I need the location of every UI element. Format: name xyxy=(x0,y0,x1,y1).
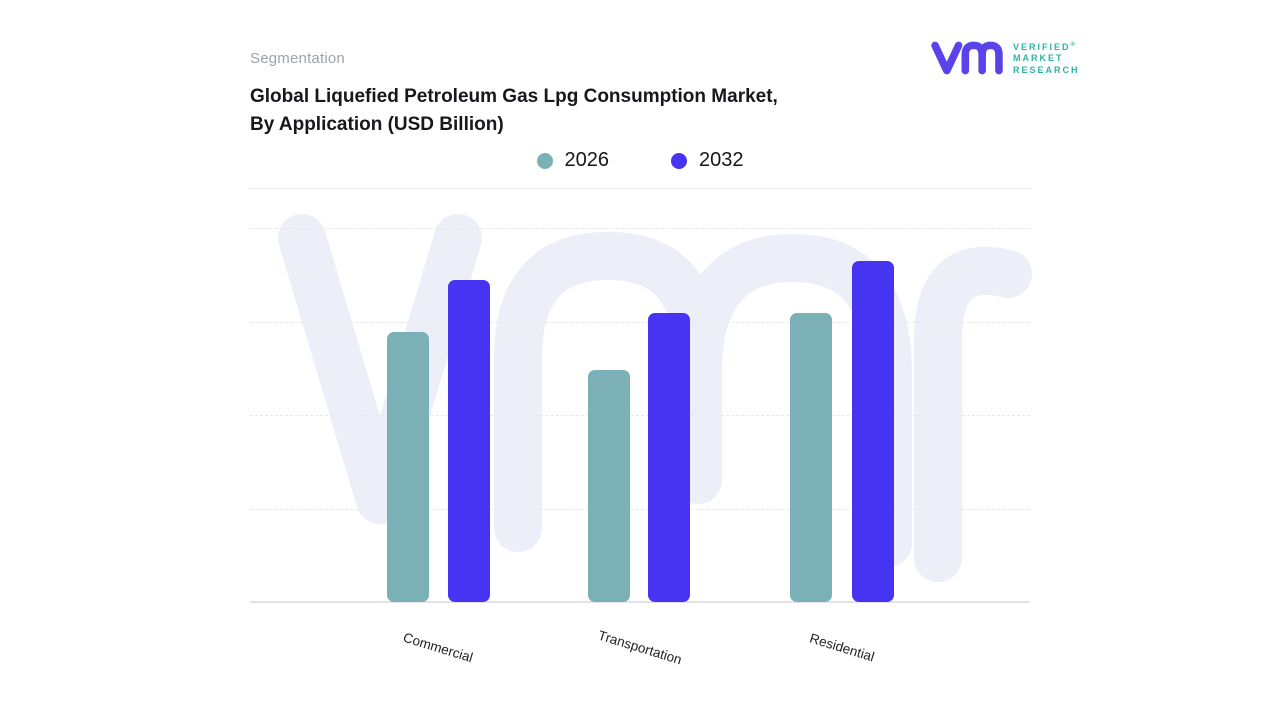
x-label-residential: Residential xyxy=(807,630,877,665)
chart-legend: 2026 2032 xyxy=(250,149,1030,172)
logo-line-research: RESEARCH xyxy=(1013,64,1080,75)
plot-area xyxy=(250,214,1032,603)
x-label-transportation: Transportation xyxy=(596,627,684,668)
vmr-logo-icon xyxy=(931,41,1003,75)
logo-line-verified: VERIFIED xyxy=(1013,41,1071,52)
legend-divider xyxy=(250,188,1030,189)
legend-label-2032: 2032 xyxy=(699,149,744,171)
bar-transportation-2026 xyxy=(588,369,630,602)
x-axis-line xyxy=(250,601,1030,603)
gridline-1 xyxy=(250,228,1030,229)
bar-commercial-2026 xyxy=(387,332,429,602)
legend-item-2032: 2032 xyxy=(671,149,744,172)
chart-title-line2: By Application (USD Billion) xyxy=(250,114,504,135)
chart-title: Global Liquefied Petroleum Gas Lpg Consu… xyxy=(250,83,778,139)
bar-commercial-2032 xyxy=(448,279,490,602)
section-label: Segmentation xyxy=(250,50,345,67)
bar-residential-2032 xyxy=(852,260,894,602)
legend-swatch-2032 xyxy=(671,152,687,169)
gridline-4 xyxy=(250,509,1030,510)
logo-line-market: MARKET xyxy=(1013,53,1064,64)
vmr-watermark-icon xyxy=(278,214,1032,582)
vmr-logo: VERIFIED® MARKET RESEARCH xyxy=(930,38,1080,78)
gridline-2 xyxy=(250,322,1030,323)
chart-title-line1: Global Liquefied Petroleum Gas Lpg Consu… xyxy=(250,86,778,107)
legend-item-2026: 2026 xyxy=(536,149,610,172)
bar-residential-2026 xyxy=(790,313,832,602)
bar-transportation-2032 xyxy=(648,313,690,602)
registered-trademark: ® xyxy=(1070,41,1075,48)
gridline-3 xyxy=(250,415,1030,416)
vmr-logo-text: VERIFIED® MARKET RESEARCH xyxy=(1013,40,1080,77)
legend-label-2026: 2026 xyxy=(564,149,610,171)
legend-swatch-2026 xyxy=(536,152,553,169)
x-label-commercial: Commercial xyxy=(401,629,475,666)
